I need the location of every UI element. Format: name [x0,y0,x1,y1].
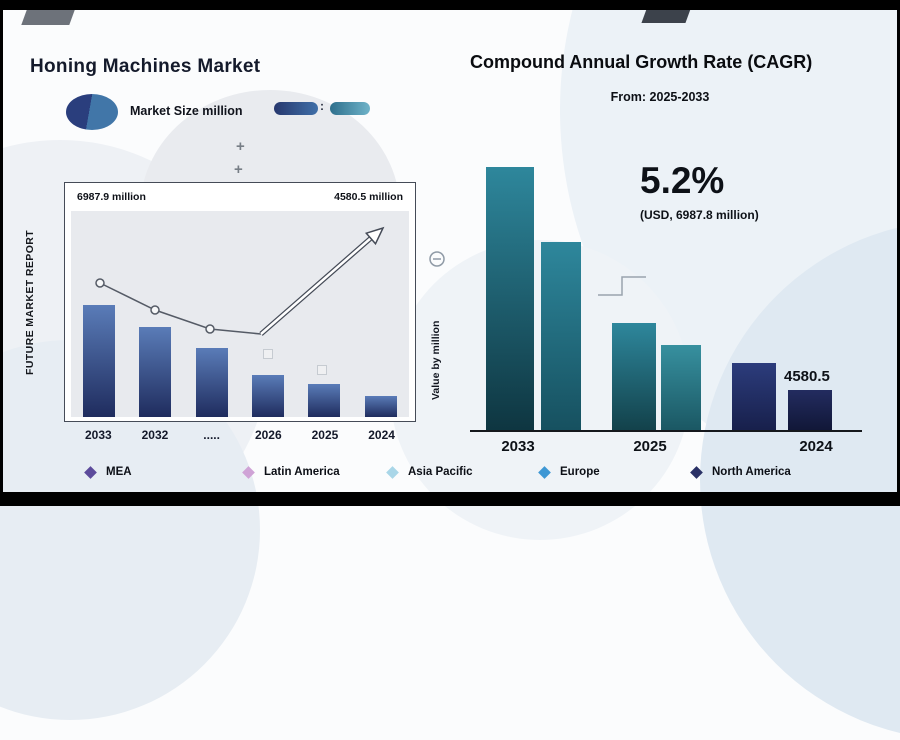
right-chart-bar-value: 4580.5 [784,368,830,385]
legend-diamond-icon [690,465,703,479]
left-bar-2032 [139,327,172,417]
legend-label: Latin America [264,466,340,478]
right-bar-group-2024 [732,363,832,432]
left-axis-label: ..... [203,428,220,442]
legend-diamond-icon [242,465,255,479]
right-bar-2025-1 [612,323,656,432]
legend-label: Asia Pacific [408,466,473,478]
cagr-subtitle: From: 2025-2033 [610,90,710,104]
side-watermark: FUTURE MARKET REPORT [24,229,36,375]
right-axis-label: 2024 [799,438,833,455]
right-chart-bars [470,150,862,432]
circle-minus-icon [429,251,445,267]
left-axis-label: 2033 [84,428,112,442]
cagr-detail: (USD, 6987.8 million) [640,208,759,222]
pill-separator: : [320,99,324,113]
left-chart-plot-area [71,211,409,417]
legend-label: MEA [106,466,132,478]
left-bar-slot [127,211,183,417]
left-axis-label: 2025 [311,428,339,442]
legend-label: Europe [560,466,600,478]
left-bar-slot [353,211,409,417]
left-bar-slot [240,211,296,417]
right-border-bar [897,0,900,506]
market-size-icon [66,94,118,130]
left-chart-max-value: 6987.9 million [77,191,146,203]
right-chart-baseline [470,430,862,432]
faint-square-icon [317,365,327,375]
left-bar-2033 [83,305,116,417]
legend-diamond-icon [538,465,551,479]
right-axis-label: 2033 [501,438,535,455]
left-chart-bars [71,211,409,417]
left-border-bar [0,0,3,506]
faint-square-icon [263,349,273,359]
top-accent-shape [21,10,75,25]
right-bar-group-2025 [612,323,701,432]
top-border-bar [0,0,900,10]
region-legend: MEA Latin America Asia Pacific Europe North … [0,465,900,488]
right-bar-2033-2 [541,242,581,432]
cagr-title: Compound Annual Growth Rate (CAGR) [470,52,813,72]
left-chart-x-axis: 2033 2032..... 2026 2025 2024 [70,428,410,442]
right-bar-2024-2 [788,390,832,432]
left-chart-end-value: 4580.5 million [334,191,403,203]
right-bar-2033-1 [486,167,534,432]
right-axis-label: 2025 [633,438,667,455]
legend-item-mea: MEA [84,465,132,479]
legend-item-europe: Europe [538,465,600,479]
left-bar-slot [184,211,240,417]
cagr-value: 5.2% [640,160,725,201]
right-bar-group-2033 [486,167,581,432]
legend-diamond-icon [386,465,399,479]
right-chart-y-axis-label: Value by million [430,320,442,400]
right-bar-2025-2 [661,345,701,432]
ratio-pill-icon [330,102,370,115]
plus-decoration-icon: + [236,138,245,155]
right-chart-x-axis: 2033 2025 2024 [470,438,862,460]
left-axis-label: 2032 [141,428,169,442]
left-bar-..... [195,348,228,417]
left-axis-label: 2026 [254,428,282,442]
left-bar-2024 [364,396,397,417]
legend-item-asia-pacific: Asia Pacific [386,465,473,479]
plus-decoration-icon: + [234,161,243,178]
left-bar-2025 [308,384,341,417]
step-bracket-icon [598,276,646,296]
legend-item-latin-america: Latin America [242,465,340,479]
left-bar-slot [71,211,127,417]
legend-item-north-america: North America [690,465,791,479]
ratio-pill-icon [274,102,318,115]
left-bar-2026 [252,375,285,417]
left-axis-label: 2024 [368,428,395,442]
market-size-label: Market Size million [130,104,243,118]
bottom-border-bar [0,492,900,506]
legend-diamond-icon [84,465,97,479]
legend-label: North America [712,466,791,478]
top-accent-shape [641,9,691,23]
right-bar-2024-1 [732,363,776,432]
left-bar-slot [296,211,352,417]
left-chart-panel: 6987.9 million 4580.5 million [64,182,416,422]
page-title: Honing Machines Market [30,56,261,77]
